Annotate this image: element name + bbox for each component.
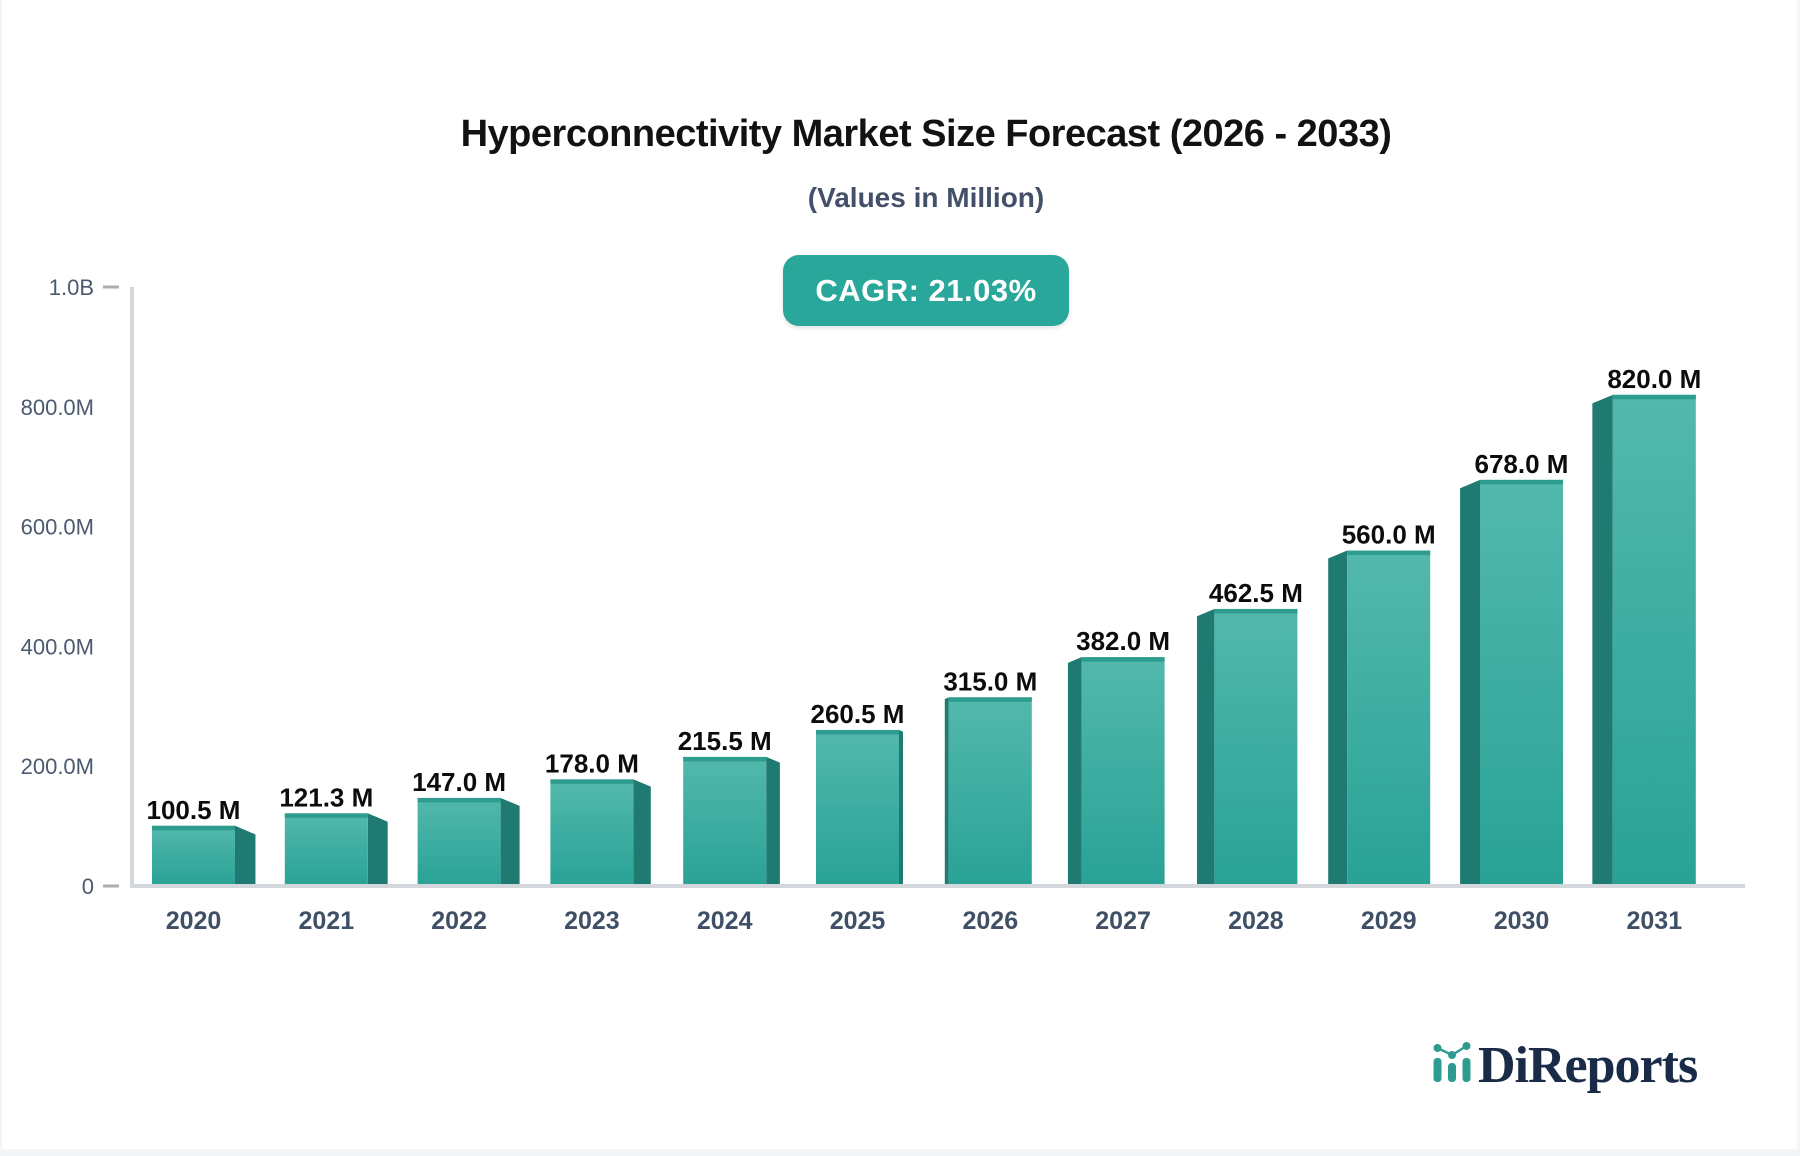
y-axis-line bbox=[130, 287, 134, 888]
bar-front-face bbox=[1214, 608, 1298, 886]
bar-value-label: 820.0 M bbox=[1607, 364, 1701, 394]
bar-2029: 560.0 M 2029 bbox=[1328, 520, 1436, 935]
x-axis-label: 2029 bbox=[1361, 907, 1417, 935]
bar-front-face bbox=[816, 729, 899, 886]
bar-2028: 462.5 M 2028 bbox=[1197, 578, 1303, 935]
brand-logo: DiReports bbox=[1430, 1040, 1720, 1100]
bar-value-label: 382.0 M bbox=[1076, 626, 1170, 656]
bar-top-face bbox=[550, 779, 634, 784]
bar-front-face bbox=[284, 813, 368, 886]
y-axis-tick-label: 200.0M bbox=[21, 754, 94, 779]
bar-front-face bbox=[417, 797, 501, 886]
bar-side-face bbox=[1460, 479, 1480, 886]
bar-value-label: 215.5 M bbox=[678, 726, 772, 756]
bar-2030: 678.0 M 2030 bbox=[1460, 449, 1568, 935]
bar-top-face bbox=[1214, 608, 1298, 614]
bar-top-face bbox=[284, 813, 368, 818]
bar-side-face bbox=[1067, 657, 1082, 886]
bar-top-face bbox=[1612, 394, 1696, 400]
x-axis-label: 2025 bbox=[830, 907, 886, 935]
x-axis-label: 2023 bbox=[564, 907, 620, 935]
mini-bar-chart-icon bbox=[1433, 1042, 1471, 1082]
bar-side-face bbox=[766, 756, 780, 886]
bar-front-face bbox=[948, 697, 1032, 886]
y-axis-tick bbox=[103, 285, 119, 289]
bar-top-face bbox=[1480, 479, 1563, 485]
chart-subtitle: (Values in Million) bbox=[807, 182, 1045, 213]
bar-top-face bbox=[816, 729, 899, 735]
bar-top-face bbox=[417, 797, 501, 803]
bar-side-face bbox=[500, 797, 520, 886]
bar-2027: 382.0 M 2027 bbox=[1067, 626, 1170, 935]
bar-top-face bbox=[683, 756, 767, 762]
bar-side-face bbox=[235, 825, 256, 886]
y-axis-tick-label: 400.0M bbox=[21, 634, 94, 659]
brand-name: DiReports bbox=[1478, 1037, 1698, 1094]
bar-2026: 315.0 M 2026 bbox=[943, 666, 1037, 935]
bar-side-face bbox=[899, 729, 903, 886]
bar-side-face bbox=[1328, 550, 1348, 886]
bar-value-label: 462.5 M bbox=[1209, 578, 1303, 608]
bar-value-label: 121.3 M bbox=[279, 782, 373, 812]
bar-front-face bbox=[550, 779, 634, 886]
bar-front-face bbox=[1347, 550, 1431, 886]
x-axis-label: 2022 bbox=[431, 907, 487, 935]
bar-front-face bbox=[1612, 394, 1696, 886]
bar-top-face bbox=[1081, 657, 1165, 662]
bar-top-face bbox=[1347, 550, 1431, 556]
bar-side-face bbox=[1592, 394, 1613, 886]
bar-front-face bbox=[683, 756, 767, 886]
bar-2022: 147.0 M 2022 bbox=[412, 767, 520, 935]
x-axis-label: 2020 bbox=[166, 907, 222, 935]
x-axis-label: 2024 bbox=[697, 907, 753, 935]
bar-value-label: 100.5 M bbox=[147, 795, 241, 825]
cagr-badge-label: CAGR: 21.03% bbox=[815, 272, 1037, 308]
page-title: Hyperconnectivity Market Size Forecast (… bbox=[460, 113, 1392, 155]
bar-2031: 820.0 M 2031 bbox=[1592, 364, 1701, 935]
bar-side-face bbox=[1197, 608, 1215, 886]
bar-front-face bbox=[1081, 657, 1165, 886]
bar-value-label: 560.0 M bbox=[1342, 520, 1436, 550]
bar-2020: 100.5 M 2020 bbox=[147, 795, 256, 935]
bar-2024: 215.5 M 2024 bbox=[678, 726, 780, 935]
x-axis-label: 2027 bbox=[1095, 907, 1151, 935]
bar-side-face bbox=[633, 779, 651, 886]
y-axis-tick-label: 0 bbox=[82, 874, 94, 899]
x-axis-label: 2028 bbox=[1228, 907, 1284, 935]
cagr-badge: CAGR: 21.03% bbox=[783, 255, 1069, 326]
bar-front-face bbox=[1480, 479, 1563, 886]
bar-2023: 178.0 M 2023 bbox=[545, 748, 651, 935]
x-axis-line bbox=[130, 884, 1745, 888]
bar-2021: 121.3 M 2021 bbox=[279, 782, 388, 935]
y-axis-tick bbox=[103, 884, 119, 888]
x-axis-label: 2021 bbox=[298, 907, 354, 935]
x-axis-label: 2030 bbox=[1494, 907, 1550, 935]
bar-value-label: 178.0 M bbox=[545, 748, 639, 778]
bar-top-face bbox=[152, 825, 235, 831]
bar-value-label: 678.0 M bbox=[1475, 449, 1569, 479]
bar-side-face bbox=[944, 697, 949, 886]
x-axis-label: 2031 bbox=[1626, 907, 1682, 935]
bar-value-label: 147.0 M bbox=[412, 767, 506, 797]
x-axis-label: 2026 bbox=[962, 907, 1018, 935]
bar-top-face bbox=[948, 697, 1032, 702]
bar-front-face bbox=[152, 825, 235, 886]
bar-2025: 260.5 M 2025 bbox=[811, 699, 905, 935]
bar-value-label: 315.0 M bbox=[943, 666, 1037, 696]
y-axis-tick-label: 600.0M bbox=[21, 515, 94, 540]
bar-side-face bbox=[367, 813, 388, 886]
bar-value-label: 260.5 M bbox=[811, 699, 905, 729]
y-axis-tick-label: 800.0M bbox=[21, 395, 94, 420]
y-axis-tick-label: 1.0B bbox=[49, 275, 94, 300]
